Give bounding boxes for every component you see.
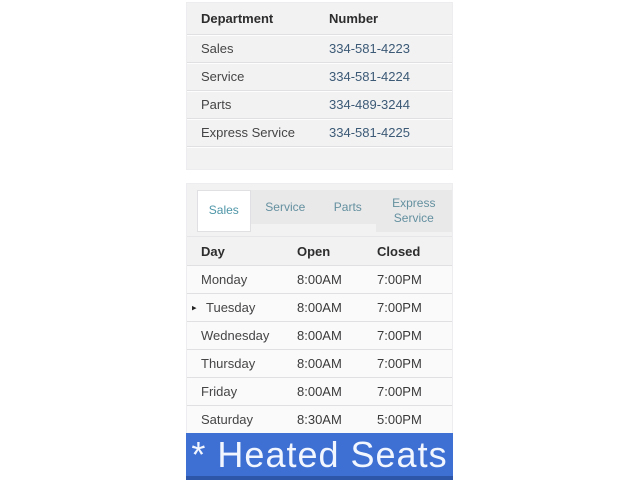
table-row: Parts 334-489-3244	[187, 91, 452, 119]
hours-header-day: Day	[201, 243, 225, 259]
department-label: Parts	[201, 97, 232, 112]
table-row: Express Service 334-581-4225	[187, 119, 452, 147]
hours-header-open: Open	[297, 243, 331, 259]
closed-time: 7:00PM	[377, 300, 422, 315]
phone-link-express-service[interactable]: 334-581-4225	[329, 125, 410, 140]
day-label: Tuesday	[206, 300, 256, 315]
hours-row-wednesday: Wednesday 8:00AM 7:00PM	[187, 322, 452, 350]
open-time: 8:00AM	[297, 328, 342, 343]
directory-header-number: Number	[329, 11, 379, 26]
hours-row-tuesday: ▸ Tuesday 8:00AM 7:00PM	[187, 294, 452, 322]
table-row: Service 334-581-4224	[187, 63, 452, 91]
department-label: Express Service	[201, 125, 295, 140]
closed-time: 7:00PM	[377, 328, 422, 343]
open-time: 8:00AM	[297, 300, 342, 315]
closed-time: 7:00PM	[377, 356, 422, 371]
phone-link-parts[interactable]: 334-489-3244	[329, 97, 410, 112]
day-label: Wednesday	[201, 328, 270, 343]
department-tabs: Sales Service Parts Express Service	[197, 190, 453, 232]
department-numbers-card: Department Number Sales 334-581-4223 Ser…	[186, 2, 453, 170]
hours-header-closed: Closed	[377, 243, 421, 259]
heated-seats-banner: * Heated Seats	[186, 433, 453, 480]
closed-time: 5:00PM	[377, 412, 422, 427]
tab-service[interactable]: Service	[250, 190, 320, 224]
directory-header-department: Department	[201, 11, 274, 26]
closed-time: 7:00PM	[377, 272, 422, 287]
hours-header-row: Day Open Closed	[187, 236, 452, 266]
current-day-marker-icon: ▸	[192, 301, 197, 312]
hours-card: Sales Service Parts Express Service Day …	[186, 183, 453, 434]
department-label: Sales	[201, 41, 234, 56]
directory-header-row: Department Number	[187, 3, 452, 35]
day-label: Saturday	[201, 412, 254, 427]
hours-row-monday: Monday 8:00AM 7:00PM	[187, 266, 452, 294]
phone-link-sales[interactable]: 334-581-4223	[329, 41, 410, 56]
closed-time: 7:00PM	[377, 384, 422, 399]
tab-sales[interactable]: Sales	[197, 190, 251, 232]
day-label: Thursday	[201, 356, 256, 371]
open-time: 8:00AM	[297, 356, 342, 371]
table-row: Sales 334-581-4223	[187, 35, 452, 63]
tab-express-service[interactable]: Express Service	[375, 190, 453, 232]
hours-row-friday: Friday 8:00AM 7:00PM	[187, 378, 452, 406]
hours-row-saturday: Saturday 8:30AM 5:00PM	[187, 406, 452, 434]
open-time: 8:30AM	[297, 412, 342, 427]
tab-parts[interactable]: Parts	[320, 190, 376, 224]
hours-row-thursday: Thursday 8:00AM 7:00PM	[187, 350, 452, 378]
banner-text: * Heated Seats	[191, 433, 448, 475]
phone-link-service[interactable]: 334-581-4224	[329, 69, 410, 84]
day-label: Friday	[201, 384, 238, 399]
open-time: 8:00AM	[297, 272, 342, 287]
open-time: 8:00AM	[297, 384, 342, 399]
department-label: Service	[201, 69, 245, 84]
day-label: Monday	[201, 272, 248, 287]
